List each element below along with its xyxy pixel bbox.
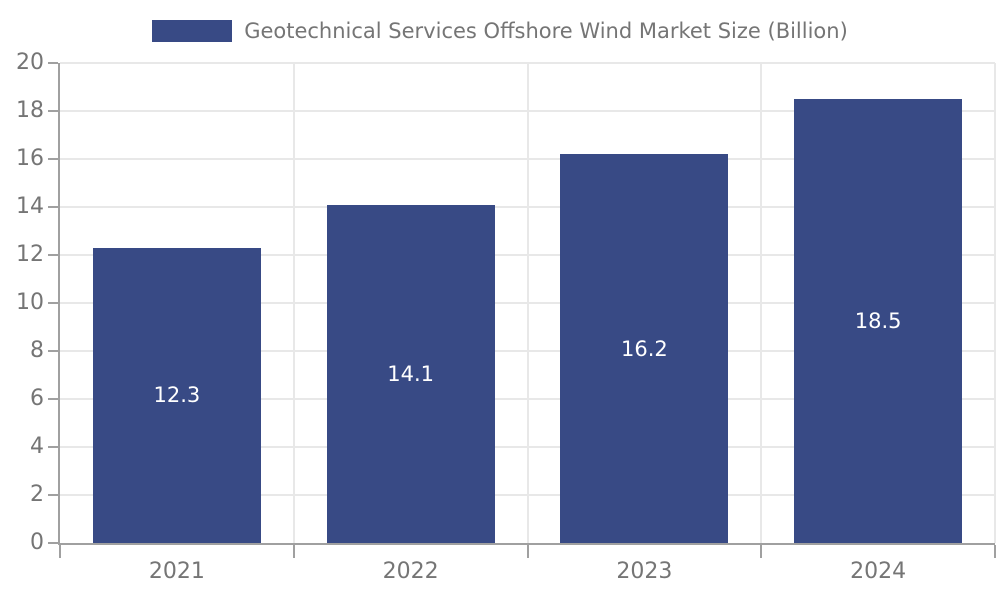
x-tick-label-2023: 2023 <box>616 559 673 584</box>
bar-2021: 12.3 <box>92 247 261 543</box>
y-axis-line <box>58 63 60 545</box>
gridline-x-4 <box>994 63 996 543</box>
x-tick-label-2024: 2024 <box>850 559 907 584</box>
y-tick-label: 16 <box>16 146 44 171</box>
bar-value-label: 14.1 <box>387 361 435 386</box>
bar-2023: 16.2 <box>560 154 729 543</box>
gridline-x-1 <box>292 63 295 543</box>
y-axis-tick <box>48 62 58 64</box>
y-tick-label: 8 <box>30 338 44 363</box>
legend[interactable]: Geotechnical Services Offshore Wind Mark… <box>0 19 1000 43</box>
x-tick-label-2021: 2021 <box>148 559 205 584</box>
y-tick-label: 12 <box>16 242 44 267</box>
gridline-x-2 <box>526 63 529 543</box>
x-axis-tick <box>526 545 529 558</box>
y-tick-label: 4 <box>30 434 44 459</box>
y-axis-tick <box>48 158 58 160</box>
legend-label: Geotechnical Services Offshore Wind Mark… <box>244 19 848 43</box>
x-axis-tick <box>994 545 996 558</box>
x-axis-tick <box>292 545 295 558</box>
y-axis-tick <box>48 206 58 208</box>
bar-2024: 18.5 <box>794 99 963 543</box>
y-axis-tick <box>48 494 58 496</box>
y-axis-tick <box>48 398 58 400</box>
y-axis-tick <box>48 110 58 112</box>
y-tick-label: 2 <box>30 482 44 507</box>
y-axis-tick <box>48 542 58 544</box>
y-axis-tick <box>48 350 58 352</box>
bar-value-label: 12.3 <box>153 383 201 408</box>
y-axis-tick <box>48 302 58 304</box>
x-axis-tick <box>59 545 61 558</box>
y-axis-tick <box>48 254 58 256</box>
bar-value-label: 16.2 <box>620 336 668 361</box>
x-tick-label-2022: 2022 <box>382 559 439 584</box>
y-tick-label: 0 <box>30 530 44 555</box>
y-tick-label: 14 <box>16 194 44 219</box>
plot-area: 12.3 14.1 16.2 18.5 <box>60 62 996 543</box>
x-axis-tick <box>760 545 763 558</box>
y-tick-label: 6 <box>30 386 44 411</box>
legend-swatch <box>152 20 233 42</box>
x-axis-line <box>58 543 995 545</box>
y-tick-label: 18 <box>16 98 44 123</box>
y-tick-label: 10 <box>16 290 44 315</box>
gridline-x-3 <box>760 63 763 543</box>
y-axis-tick <box>48 446 58 448</box>
bar-value-label: 18.5 <box>854 309 902 333</box>
y-tick-label: 20 <box>16 50 44 75</box>
bar-2022: 14.1 <box>326 204 495 543</box>
